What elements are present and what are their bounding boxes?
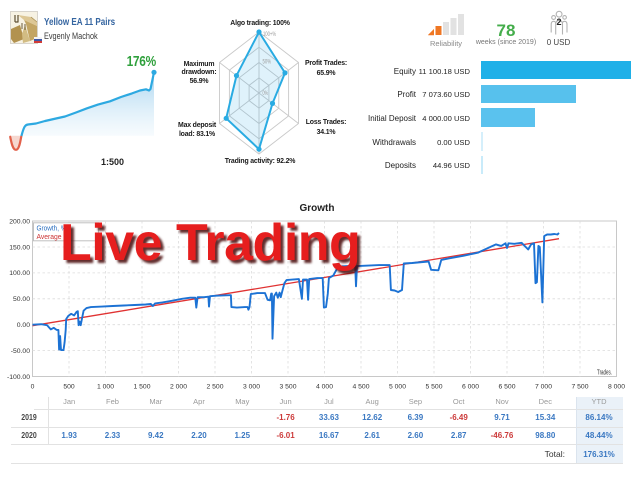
svg-text:200.00: 200.00 — [9, 218, 30, 225]
svg-text:1 500: 1 500 — [133, 384, 150, 391]
svg-text:100.00: 100.00 — [9, 270, 30, 277]
svg-text:7 000: 7 000 — [535, 384, 552, 391]
svg-text:-100.00: -100.00 — [7, 374, 30, 381]
svg-text:2 500: 2 500 — [206, 384, 223, 391]
svg-text:8 000: 8 000 — [608, 384, 625, 391]
svg-text:500: 500 — [63, 384, 75, 391]
svg-text:7 500: 7 500 — [571, 384, 588, 391]
svg-text:1 000: 1 000 — [97, 384, 114, 391]
svg-text:2 000: 2 000 — [170, 384, 187, 391]
svg-text:3 500: 3 500 — [279, 384, 296, 391]
svg-text:Average: Average — [37, 234, 62, 241]
svg-text:0%: 0% — [263, 90, 269, 97]
svg-text:100+%: 100+% — [263, 31, 276, 38]
svg-text:50%: 50% — [263, 58, 272, 65]
svg-text:Growth, %: Growth, % — [37, 226, 67, 233]
svg-text:50.00: 50.00 — [13, 296, 30, 303]
svg-text:-50.00: -50.00 — [11, 348, 30, 355]
svg-text:3 000: 3 000 — [243, 384, 260, 391]
svg-text:0.00: 0.00 — [17, 322, 30, 329]
svg-text:6 500: 6 500 — [498, 384, 515, 391]
svg-text:150.00: 150.00 — [9, 244, 30, 251]
svg-text:0: 0 — [31, 384, 35, 391]
svg-text:6 000: 6 000 — [462, 384, 479, 391]
svg-text:5 500: 5 500 — [425, 384, 442, 391]
svg-text:4 500: 4 500 — [352, 384, 369, 391]
svg-text:4 000: 4 000 — [316, 384, 333, 391]
svg-text:Trades.: Trades. — [597, 368, 612, 377]
svg-text:5 000: 5 000 — [389, 384, 406, 391]
